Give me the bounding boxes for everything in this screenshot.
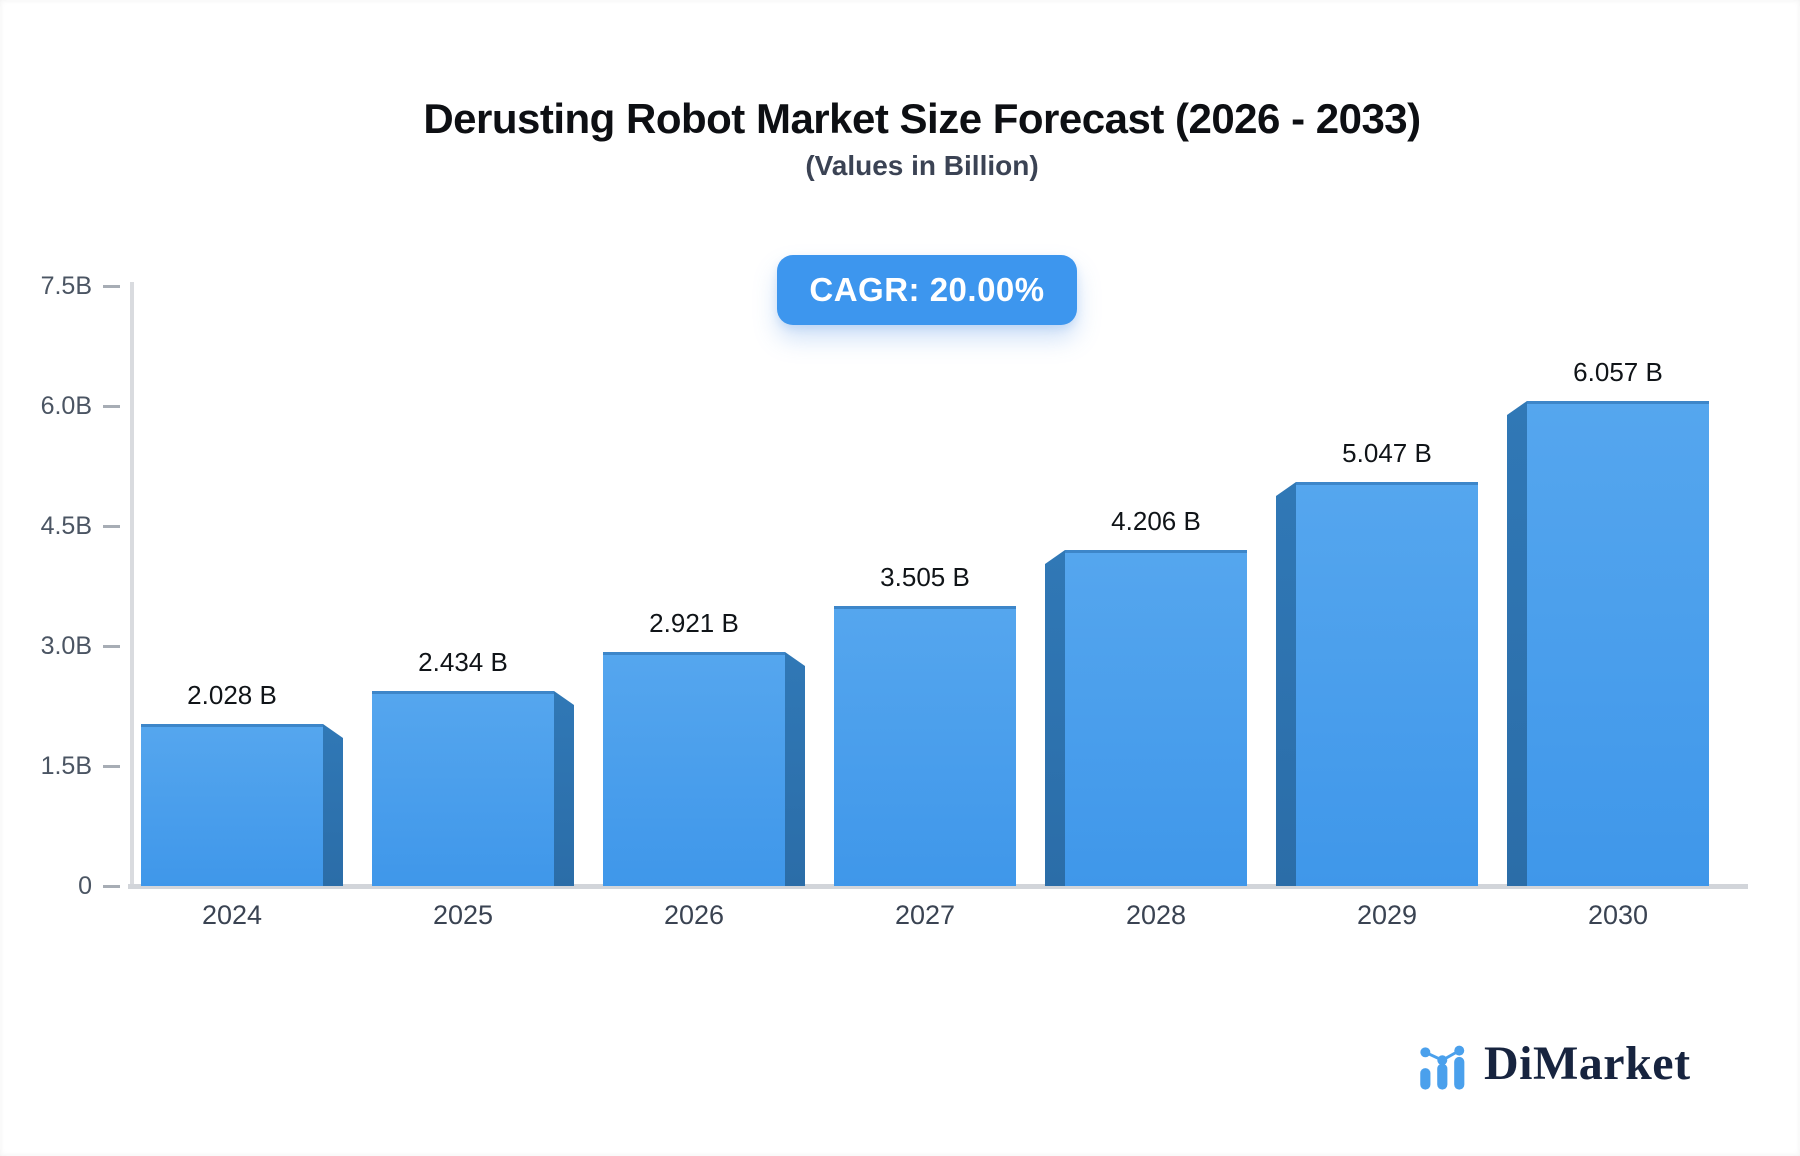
bar-2028 [1065, 550, 1247, 886]
x-tick-label: 2025 [432, 900, 494, 930]
bar-2026 [603, 652, 785, 886]
bar-value-label: 2.434 B [418, 647, 508, 677]
y-tick-mark [103, 885, 120, 888]
x-axis-line [128, 884, 1748, 889]
logo-text: DiMarket [1484, 1037, 1691, 1090]
y-axis-line [130, 282, 134, 886]
y-tick-label: 1.5B [40, 752, 92, 780]
chart-title: Derusting Robot Market Size Forecast (20… [423, 95, 1421, 142]
y-tick-label: 4.5B [40, 512, 92, 540]
bar-value-label: 6.057 B [1573, 357, 1663, 387]
bar-side-face [1045, 550, 1065, 886]
y-tick-mark [103, 645, 120, 648]
dimarket-logo: DiMarket [1418, 1038, 1691, 1090]
y-tick-mark [103, 405, 120, 408]
bar-2027 [834, 606, 1016, 886]
bar-side-face [323, 724, 343, 886]
y-tick-label: 3.0B [40, 632, 92, 660]
cagr-badge-label: CAGR: 20.00% [809, 271, 1045, 308]
x-tick-label: 2024 [201, 900, 263, 930]
bar-side-face [1507, 401, 1527, 886]
y-tick-mark [103, 285, 120, 288]
bar-value-label: 2.028 B [187, 680, 277, 710]
bar-2030 [1527, 401, 1709, 886]
bar-value-label: 4.206 B [1111, 506, 1201, 536]
bar-side-face [785, 652, 805, 886]
bar-side-face [1276, 482, 1296, 886]
bar-2029 [1296, 482, 1478, 886]
bar-value-label: 2.921 B [649, 608, 739, 638]
bar-2025 [372, 691, 554, 886]
y-tick-label: 7.5B [40, 272, 92, 300]
bar-value-label: 5.047 B [1342, 438, 1432, 468]
x-tick-label: 2028 [1125, 900, 1187, 930]
bar-side-face [554, 691, 574, 886]
x-tick-label: 2030 [1587, 900, 1649, 930]
y-tick-label: 0 [78, 872, 92, 900]
y-tick-mark [103, 765, 120, 768]
chart-subtitle: (Values in Billion) [805, 150, 1039, 181]
bar-2024 [141, 724, 323, 886]
cagr-badge: CAGR: 20.00% [777, 255, 1077, 325]
bar-value-label: 3.505 B [880, 562, 970, 592]
x-tick-label: 2026 [663, 900, 725, 930]
x-tick-label: 2027 [894, 900, 956, 930]
y-tick-label: 6.0B [40, 392, 92, 420]
x-tick-label: 2029 [1356, 900, 1418, 930]
y-tick-mark [103, 525, 120, 528]
bar-chart-logo-icon [1420, 1045, 1465, 1090]
